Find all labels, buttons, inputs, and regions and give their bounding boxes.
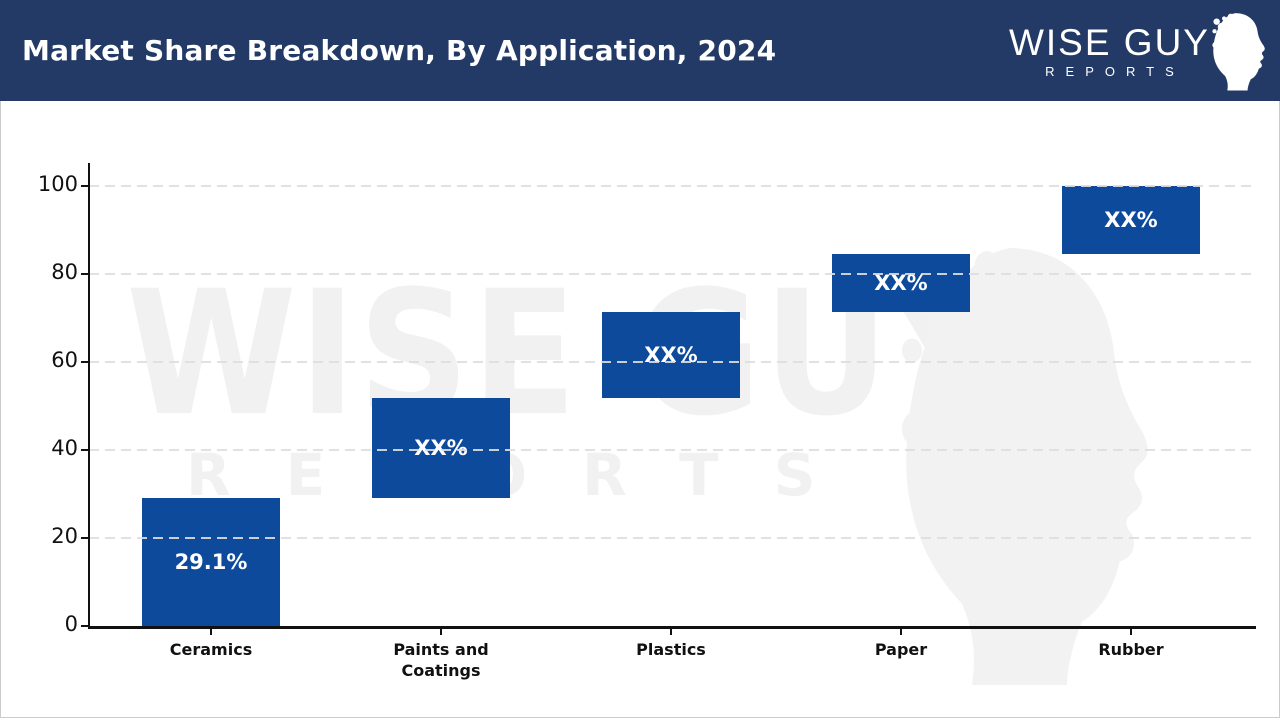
y-axis-tick-mark xyxy=(81,625,89,628)
x-axis-category-label: Paints and Coatings xyxy=(393,640,489,680)
x-axis-tick-mark xyxy=(900,626,903,635)
x-axis-tick-mark xyxy=(440,626,443,635)
brand-face-icon xyxy=(1212,12,1265,90)
chart-title: Market Share Breakdown, By Application, … xyxy=(22,34,777,67)
brand-subname: REPORTS xyxy=(1045,63,1185,79)
bar-rubber: XX% xyxy=(1062,186,1200,255)
y-axis-tick-label: 40 xyxy=(51,436,78,460)
brand-logo-text: WISE GUY REPORTS xyxy=(1009,24,1210,78)
x-axis-tick-mark xyxy=(1130,626,1133,635)
y-axis-line xyxy=(88,163,91,628)
y-axis-tick-label: 60 xyxy=(51,348,78,372)
x-axis-tick-mark xyxy=(210,626,213,635)
bar-value-label: XX% xyxy=(874,271,928,295)
y-axis-tick-label: 20 xyxy=(51,524,78,548)
gridline xyxy=(89,185,1256,187)
brand-logo: WISE GUY REPORTS xyxy=(1009,8,1280,94)
gridline xyxy=(89,361,1256,363)
bar-paper: XX% xyxy=(832,254,970,312)
bar-value-label: XX% xyxy=(414,435,468,460)
brand-name: WISE GUY xyxy=(1008,21,1210,63)
bar-value-label: 29.1% xyxy=(174,549,248,574)
gridline xyxy=(89,273,1256,275)
y-axis-tick-mark xyxy=(81,185,89,188)
x-axis-category-label: Ceramics xyxy=(169,640,253,659)
gridline xyxy=(89,537,1256,539)
bar-value-label: XX% xyxy=(644,342,698,367)
x-axis-category-label: Paper xyxy=(874,640,928,659)
y-axis-tick-label: 100 xyxy=(37,172,78,196)
bar-paints-and-coatings: XX% xyxy=(372,397,510,498)
x-axis-tick-mark xyxy=(670,626,673,635)
gridline xyxy=(89,449,1256,451)
y-axis-tick-mark xyxy=(81,361,89,364)
y-axis-tick-mark xyxy=(81,537,89,540)
bar-value-label: XX% xyxy=(1104,208,1158,233)
y-axis-tick-mark xyxy=(81,273,89,276)
x-axis-category-label: Rubber xyxy=(1098,640,1164,659)
header-bar: Market Share Breakdown, By Application, … xyxy=(0,0,1280,101)
y-axis-tick-label: 0 xyxy=(64,612,78,636)
bar-ceramics: 29.1% xyxy=(142,497,280,626)
y-axis-tick-mark xyxy=(81,449,89,452)
y-axis-tick-label: 80 xyxy=(51,260,78,284)
x-axis-category-label: Plastics xyxy=(636,640,706,659)
bar-plastics: XX% xyxy=(602,311,740,398)
